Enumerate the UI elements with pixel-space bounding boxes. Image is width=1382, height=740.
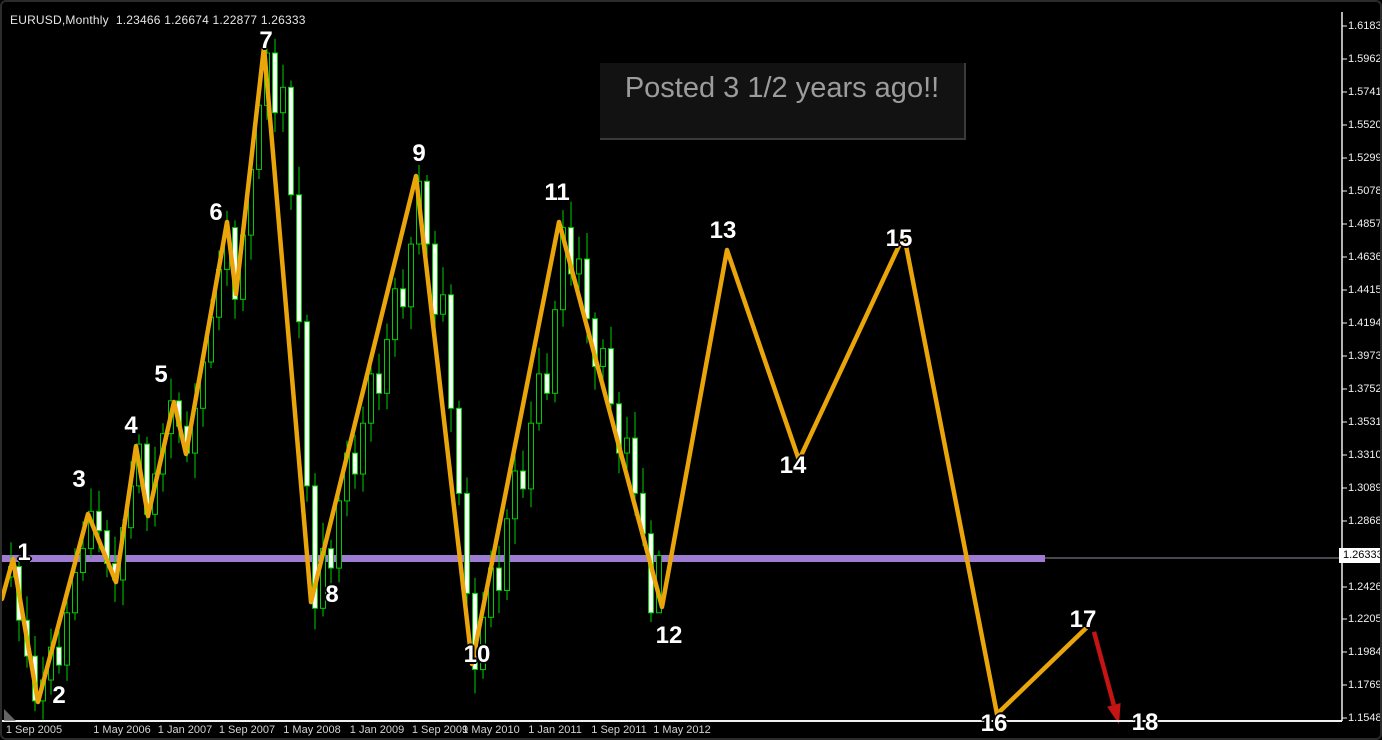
y-axis-label: 1.59620 [1348, 53, 1382, 65]
pivot-label-3: 3 [72, 466, 86, 493]
x-axis-label: 1 Jan 2007 [157, 724, 213, 736]
x-axis-label: 1 Sep 2007 [218, 724, 276, 736]
x-axis-label: 1 Sep 2005 [5, 724, 63, 736]
pivot-label-12: 12 [655, 622, 683, 649]
x-axis-label: 1 May 2012 [653, 724, 711, 736]
projection-arrow-line [1091, 631, 1116, 706]
pivot-label-8: 8 [325, 581, 339, 608]
chart-title: EURUSD,Monthly 1.23466 1.26674 1.22877 1… [10, 13, 306, 27]
y-axis-label: 1.48570 [1348, 218, 1382, 230]
y-axis-label: 1.61830 [1348, 20, 1382, 32]
y-axis-label: 1.33100 [1348, 449, 1382, 461]
y-axis-label: 1.44150 [1348, 284, 1382, 296]
y-axis-label: 1.39730 [1348, 350, 1382, 362]
y-axis-label: 1.46360 [1348, 251, 1382, 263]
zigzag-line [2, 44, 1090, 717]
y-axis-label: 1.35310 [1348, 416, 1382, 428]
x-axis-label: 1 Sep 2011 [591, 724, 647, 736]
y-axis-label: 1.55200 [1348, 119, 1382, 131]
pivot-label-7: 7 [259, 27, 273, 54]
y-axis-label: 1.19840 [1348, 646, 1382, 658]
projection-arrow-head-icon [1107, 703, 1121, 725]
pivot-label-18: 18 [1131, 709, 1159, 736]
y-axis-label: 1.57410 [1348, 86, 1382, 98]
pivot-label-1: 1 [17, 539, 31, 566]
pivot-label-5: 5 [154, 361, 168, 388]
pivot-label-11: 11 [544, 179, 570, 206]
current-price-box: 1.26333 [1339, 548, 1380, 563]
y-axis-label: 1.52990 [1348, 152, 1382, 164]
x-axis-label: 1 Sep 2009 [411, 724, 469, 736]
pivot-label-2: 2 [52, 682, 66, 709]
pivot-label-13: 13 [709, 217, 737, 244]
posted-banner-text: Posted 3 1/2 years ago!! [624, 72, 940, 104]
pivot-label-9: 9 [412, 140, 426, 167]
y-axis-label: 1.50780 [1348, 185, 1382, 197]
x-axis-label: 1 Jan 2011 [528, 724, 582, 736]
y-axis-label: 1.37520 [1348, 383, 1382, 395]
candles [8, 38, 662, 720]
pivot-label-16: 16 [980, 710, 1008, 737]
y-axis-label: 1.24260 [1348, 581, 1382, 593]
pivot-label-15: 15 [885, 225, 913, 252]
pivot-label-10: 10 [463, 641, 491, 668]
x-axis-label: 1 May 2006 [93, 724, 151, 736]
purple-horizontal-line [2, 555, 1045, 562]
pivot-label-17: 17 [1069, 606, 1097, 633]
y-axis-label: 1.17695 [1348, 679, 1382, 691]
y-axis-label: 1.28680 [1348, 515, 1382, 527]
y-axis-label: 1.15485 [1348, 712, 1382, 724]
y-axis-label: 1.22050 [1348, 613, 1382, 625]
x-axis-label: 1 May 2010 [462, 724, 520, 736]
x-axis-label: 1 Jan 2009 [349, 724, 405, 736]
x-axis-label: 1 May 2008 [283, 724, 341, 736]
y-axis-label: 1.30890 [1348, 482, 1382, 494]
posted-banner: Posted 3 1/2 years ago!! [600, 63, 966, 140]
pivot-label-4: 4 [124, 412, 138, 439]
y-axis-label: 1.41940 [1348, 317, 1382, 329]
pivot-label-14: 14 [779, 452, 807, 479]
pivot-label-6: 6 [209, 199, 223, 226]
scroll-marker-icon [4, 709, 16, 721]
